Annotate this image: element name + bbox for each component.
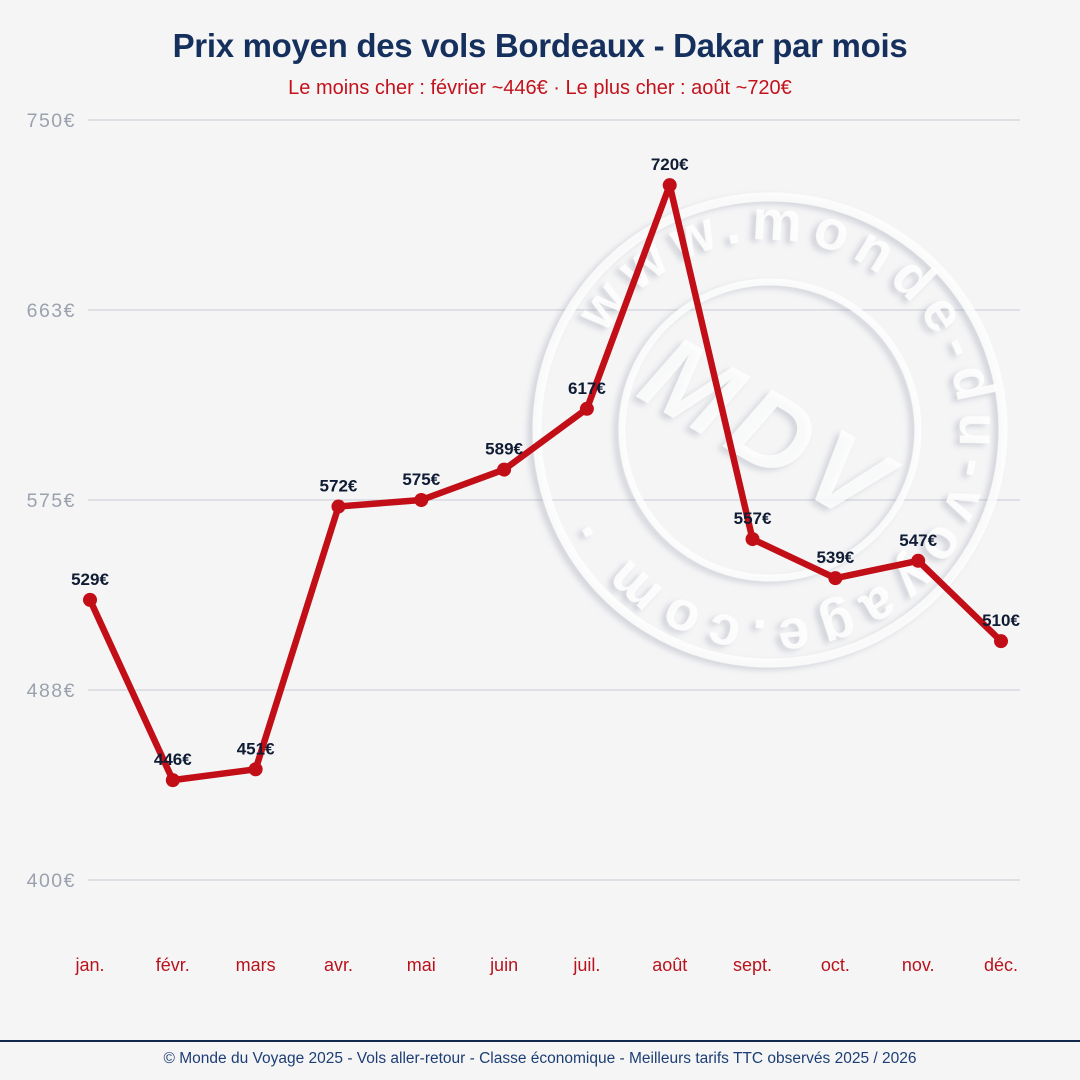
grid-layer: 750€ 663€ 575€ 488€ 400€ — [27, 110, 1020, 892]
data-point — [745, 532, 760, 547]
labels-layer: 529€ 446€ 451€ 572€ 575€ 589€ 617€ 720€ 557€ 539€… — [71, 155, 1020, 975]
data-point — [414, 493, 429, 507]
data-point — [497, 462, 512, 477]
watermark-inner-ring — [618, 278, 922, 582]
y-axis-tick-label: 400€ — [27, 870, 76, 892]
x-axis-month-label: mars — [236, 955, 276, 975]
chart-subtitle: Le moins cher : février ~446€ · Le plus … — [288, 77, 792, 99]
watermark-outer-ring — [532, 192, 1008, 668]
data-point-label: 510€ — [982, 611, 1020, 630]
chart-title: Prix moyen des vols Bordeaux - Dakar par… — [172, 27, 908, 64]
x-axis-month-label: sept. — [733, 955, 772, 975]
data-point — [579, 401, 594, 416]
data-point-label: 617€ — [568, 379, 606, 398]
data-point — [911, 553, 926, 568]
footer-text: © Monde du Voyage 2025 - Vols aller-reto… — [163, 1050, 917, 1067]
x-axis-month-label: févr. — [156, 955, 190, 975]
data-point — [83, 592, 97, 607]
data-point — [248, 762, 263, 777]
price-line — [86, 181, 1005, 784]
x-axis-month-label: nov. — [902, 955, 935, 975]
data-point-label: 451€ — [237, 739, 275, 758]
data-point-label: 572€ — [320, 477, 358, 496]
x-axis-month-label: déc. — [984, 955, 1018, 975]
y-axis-tick-label: 750€ — [27, 110, 76, 132]
y-axis-tick-label: 488€ — [27, 680, 76, 702]
watermark: www.monde-du-voyage.com · MDV — [439, 100, 1080, 761]
x-axis-month-label: mai — [407, 955, 436, 975]
data-point — [662, 178, 677, 193]
x-axis-month-label: juin — [489, 955, 518, 975]
data-point-label: 720€ — [651, 155, 689, 174]
y-axis-tick-label: 575€ — [27, 490, 76, 512]
x-axis-month-label: oct. — [821, 955, 850, 975]
x-axis-month-label: jan. — [74, 955, 104, 975]
x-axis-month-label: août — [652, 955, 687, 975]
data-point-label: 589€ — [485, 440, 523, 459]
x-axis-month-label: avr. — [324, 955, 353, 975]
data-point — [994, 634, 1008, 649]
data-point-label: 557€ — [734, 509, 772, 528]
series-layer — [83, 178, 1008, 788]
data-point-label: 547€ — [899, 531, 937, 550]
data-point-label: 529€ — [71, 570, 109, 589]
data-point — [165, 773, 180, 788]
data-point-label: 575€ — [402, 470, 440, 489]
y-axis-tick-label: 663€ — [27, 300, 76, 322]
footer: © Monde du Voyage 2025 - Vols aller-reto… — [0, 1040, 1080, 1068]
data-point — [331, 499, 346, 514]
data-point-label: 539€ — [816, 548, 854, 567]
data-point-label: 446€ — [154, 750, 192, 769]
x-axis-month-label: juil. — [572, 955, 600, 975]
data-point — [828, 571, 843, 586]
